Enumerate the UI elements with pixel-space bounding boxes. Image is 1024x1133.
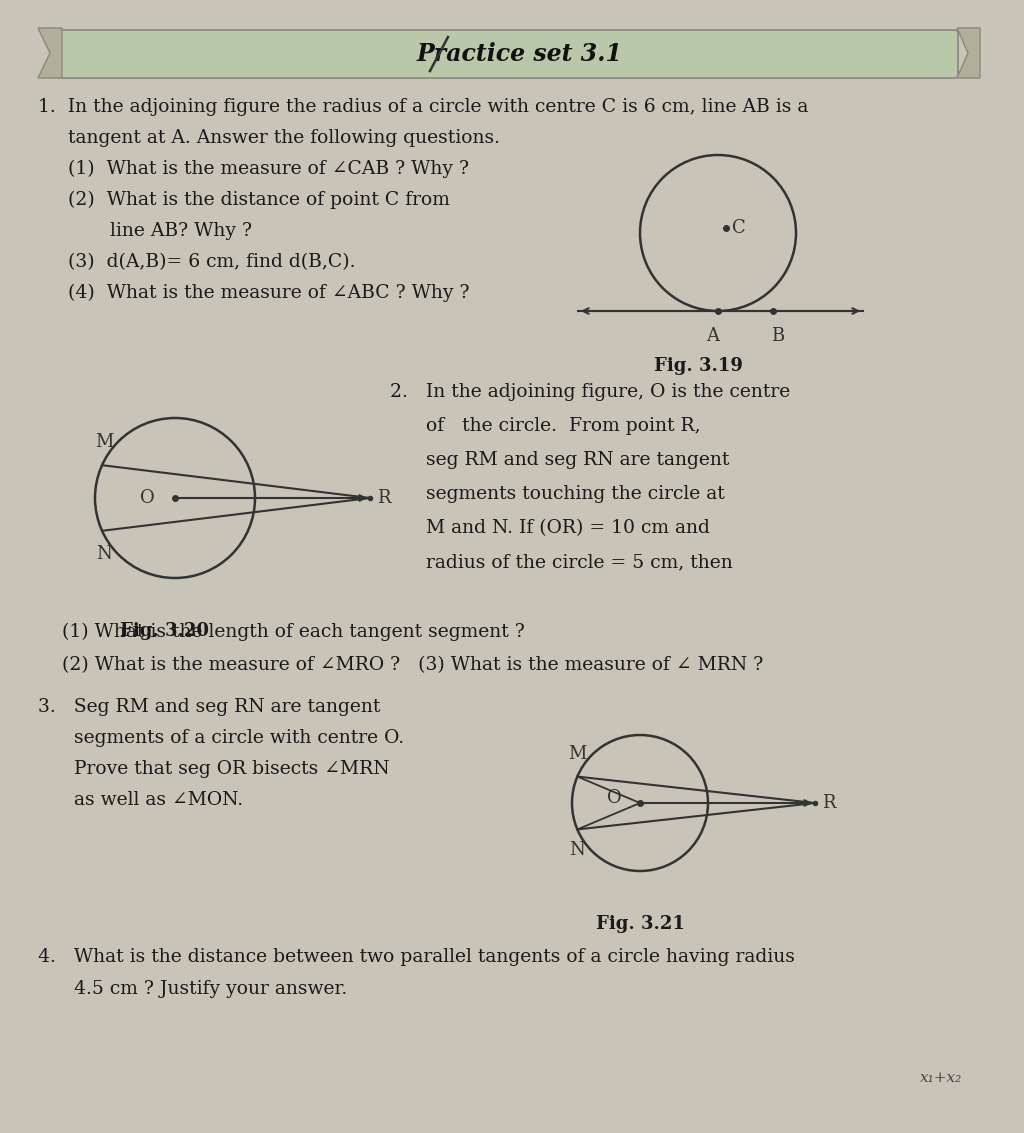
Text: M: M bbox=[568, 744, 587, 763]
Text: (1) What is the length of each tangent segment ?: (1) What is the length of each tangent s… bbox=[38, 623, 524, 641]
Text: x₁+x₂: x₁+x₂ bbox=[920, 1071, 963, 1085]
Text: O: O bbox=[607, 789, 622, 807]
Text: 4.   What is the distance between two parallel tangents of a circle having radiu: 4. What is the distance between two para… bbox=[38, 948, 795, 966]
Text: 2.   In the adjoining figure, O is the centre: 2. In the adjoining figure, O is the cen… bbox=[390, 383, 791, 401]
Text: N: N bbox=[96, 545, 112, 563]
Text: (1)  What is the measure of ∠CAB ? Why ?: (1) What is the measure of ∠CAB ? Why ? bbox=[38, 160, 469, 178]
Text: radius of the circle = 5 cm, then: radius of the circle = 5 cm, then bbox=[390, 553, 733, 571]
Text: Practice set 3.1: Practice set 3.1 bbox=[417, 42, 623, 66]
Text: tangent at A. Answer the following questions.: tangent at A. Answer the following quest… bbox=[38, 129, 500, 147]
Text: (2)  What is the distance of point C from: (2) What is the distance of point C from bbox=[38, 191, 450, 210]
Text: as well as ∠MON.: as well as ∠MON. bbox=[38, 791, 243, 809]
Text: M and N. If (OR) = 10 cm and: M and N. If (OR) = 10 cm and bbox=[390, 519, 710, 537]
Text: line AB? Why ?: line AB? Why ? bbox=[38, 222, 252, 240]
Text: of   the circle.  From point R,: of the circle. From point R, bbox=[390, 417, 700, 435]
Text: segments touching the circle at: segments touching the circle at bbox=[390, 485, 725, 503]
Text: N: N bbox=[569, 842, 586, 860]
Text: B: B bbox=[771, 327, 784, 346]
Text: 4.5 cm ? Justify your answer.: 4.5 cm ? Justify your answer. bbox=[38, 980, 347, 998]
Text: (3)  d(A,B)= 6 cm, find d(B,C).: (3) d(A,B)= 6 cm, find d(B,C). bbox=[38, 253, 355, 271]
Text: 3.   Seg RM and seg RN are tangent: 3. Seg RM and seg RN are tangent bbox=[38, 698, 380, 716]
Text: A: A bbox=[707, 327, 720, 346]
Text: Prove that seg OR bisects ∠MRN: Prove that seg OR bisects ∠MRN bbox=[38, 760, 389, 778]
Text: Fig. 3.19: Fig. 3.19 bbox=[653, 357, 742, 375]
Text: seg RM and seg RN are tangent: seg RM and seg RN are tangent bbox=[390, 451, 729, 469]
Text: (2) What is the measure of ∠MRO ?   (3) What is the measure of ∠ MRN ?: (2) What is the measure of ∠MRO ? (3) Wh… bbox=[38, 656, 763, 674]
Text: O: O bbox=[140, 489, 155, 506]
Text: 1.  In the adjoining figure the radius of a circle with centre C is 6 cm, line A: 1. In the adjoining figure the radius of… bbox=[38, 97, 808, 116]
Text: Fig. 3.21: Fig. 3.21 bbox=[596, 915, 684, 932]
Text: (4)  What is the measure of ∠ABC ? Why ?: (4) What is the measure of ∠ABC ? Why ? bbox=[38, 284, 469, 303]
Text: R: R bbox=[377, 489, 390, 506]
Text: segments of a circle with centre O.: segments of a circle with centre O. bbox=[38, 729, 404, 747]
Text: R: R bbox=[822, 794, 836, 812]
Text: Fig. 3.20: Fig. 3.20 bbox=[121, 622, 210, 640]
Polygon shape bbox=[38, 28, 62, 78]
FancyBboxPatch shape bbox=[57, 29, 958, 78]
Polygon shape bbox=[957, 28, 980, 78]
Text: M: M bbox=[95, 433, 114, 451]
Text: C: C bbox=[732, 219, 745, 237]
